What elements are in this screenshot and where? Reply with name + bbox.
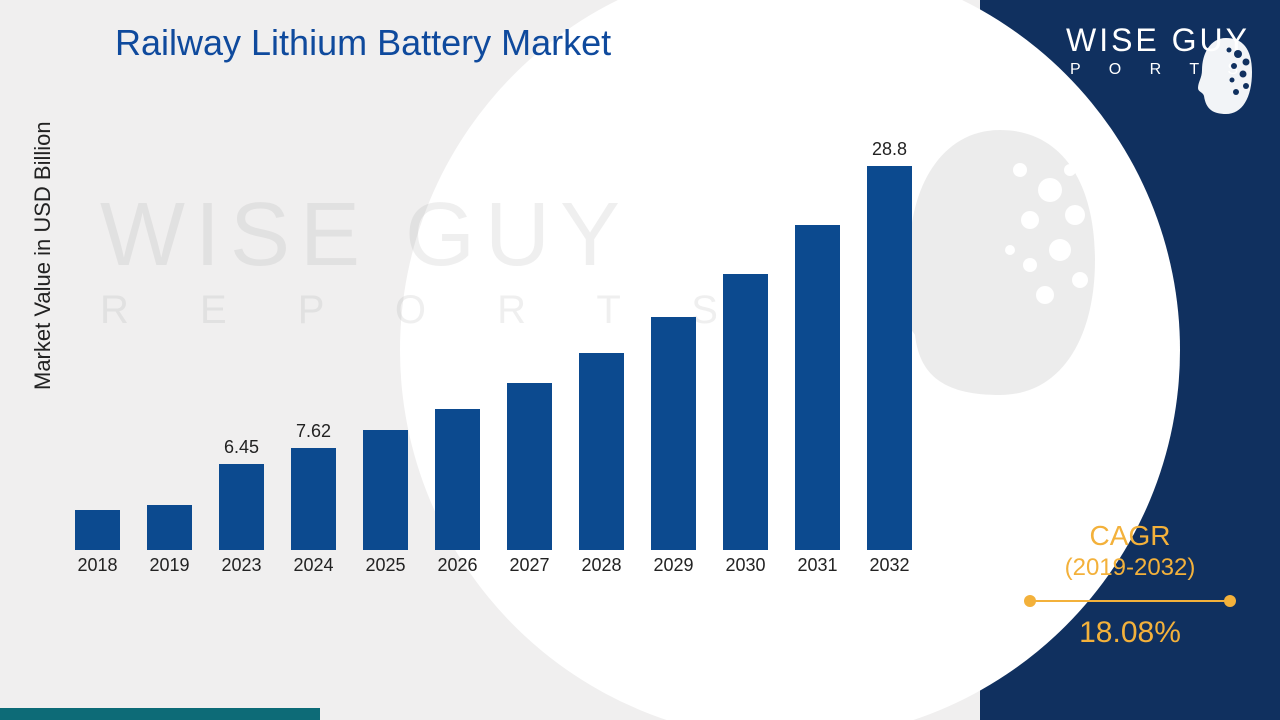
bottom-accent-bar [0, 708, 320, 720]
y-axis-label: Market Value in USD Billion [30, 121, 56, 390]
bar [363, 430, 408, 550]
bar [723, 274, 768, 550]
x-tick-label: 2026 [437, 555, 477, 576]
x-tick-label: 2019 [149, 555, 189, 576]
x-tick-label: 2027 [509, 555, 549, 576]
plot-area: 6.457.6228.8 [75, 150, 945, 550]
cagr-divider [1030, 600, 1230, 602]
x-tick-label: 2029 [653, 555, 693, 576]
x-tick-label: 2023 [221, 555, 261, 576]
cagr-block: CAGR (2019-2032) 18.08% [1020, 520, 1240, 650]
x-tick-label: 2028 [581, 555, 621, 576]
x-tick-label: 2032 [869, 555, 909, 576]
infographic-root: WISE GUY R E P O R T S Railway Lithium B… [0, 0, 1280, 720]
bar-value-label: 28.8 [860, 139, 920, 160]
bar [291, 448, 336, 550]
bar [75, 510, 120, 550]
chart-title: Railway Lithium Battery Market [115, 22, 611, 64]
cagr-value: 18.08% [1020, 616, 1240, 650]
cagr-label: CAGR [1020, 520, 1240, 552]
brand-logo: WISE GUY R E P O R T S [991, 22, 1250, 79]
x-tick-label: 2030 [725, 555, 765, 576]
bar [147, 505, 192, 550]
x-tick-label: 2031 [797, 555, 837, 576]
bar [435, 409, 480, 550]
x-tick-label: 2018 [77, 555, 117, 576]
bar [219, 464, 264, 550]
bar [579, 353, 624, 550]
head-icon [1196, 36, 1256, 116]
cagr-period: (2019-2032) [1020, 554, 1240, 582]
x-tick-label: 2024 [293, 555, 333, 576]
bar [867, 166, 912, 550]
bar-value-label: 6.45 [212, 437, 272, 458]
bar [651, 317, 696, 550]
bar-value-label: 7.62 [284, 421, 344, 442]
bar [795, 225, 840, 550]
bar [507, 383, 552, 550]
x-tick-label: 2025 [365, 555, 405, 576]
bar-chart: 6.457.6228.8 201820192023202420252026202… [75, 150, 945, 580]
